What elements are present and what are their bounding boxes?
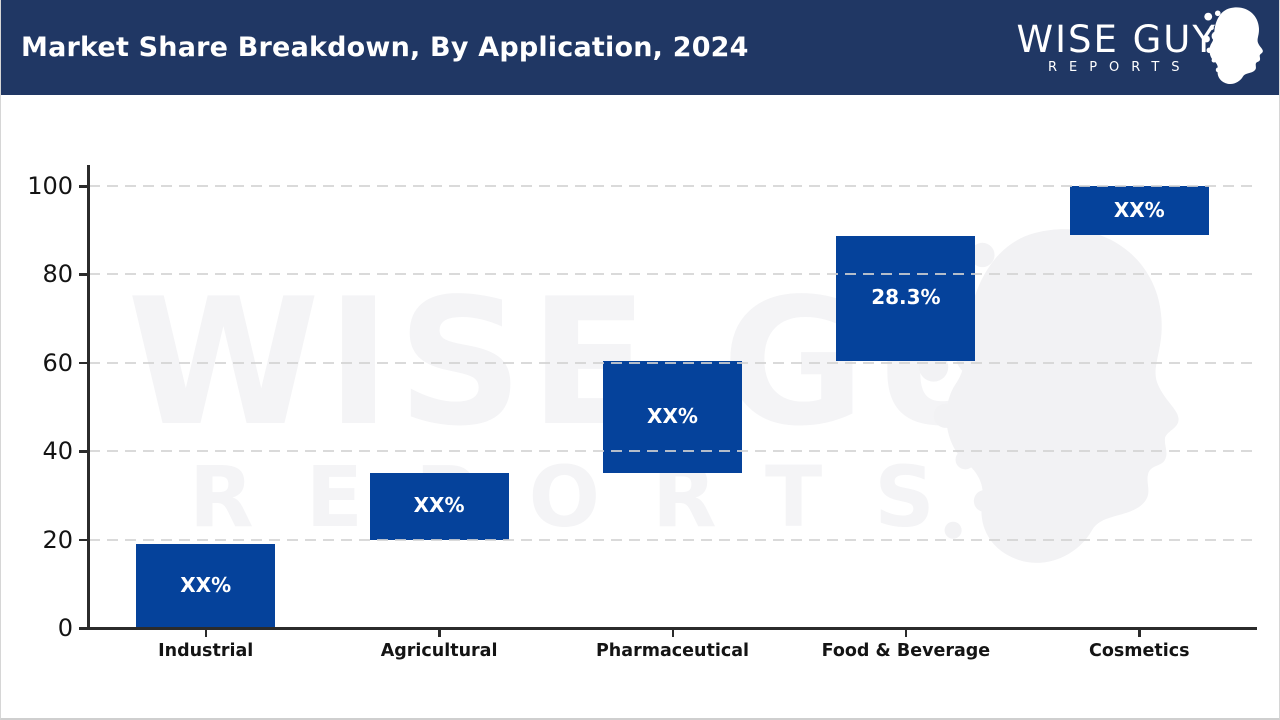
gridline bbox=[89, 273, 1256, 276]
bar bbox=[369, 473, 509, 540]
y-tick-label: 0 bbox=[57, 614, 73, 642]
bar-value-label: XX% bbox=[647, 403, 698, 428]
gridline bbox=[89, 185, 1256, 187]
y-tick bbox=[79, 185, 87, 188]
gridline bbox=[89, 538, 1256, 541]
logo-face-icon bbox=[1203, 6, 1265, 90]
y-tick bbox=[79, 273, 87, 276]
y-axis-line bbox=[87, 165, 90, 629]
bar bbox=[136, 544, 276, 628]
x-tick bbox=[671, 629, 674, 637]
y-tick bbox=[79, 538, 87, 542]
bar-value-label: XX% bbox=[180, 573, 232, 597]
x-tick bbox=[204, 629, 208, 637]
y-tick-label: 60 bbox=[42, 348, 73, 377]
y-tick bbox=[79, 627, 87, 630]
gridline bbox=[89, 361, 1256, 364]
bar-value-label: XX% bbox=[1113, 197, 1165, 222]
x-axis-line bbox=[87, 627, 1257, 630]
y-tick bbox=[79, 361, 87, 365]
bar-value-label: 28.3% bbox=[871, 285, 941, 310]
bar bbox=[836, 235, 976, 361]
x-tick-label: Food & Beverage bbox=[821, 641, 991, 661]
gridline bbox=[89, 450, 1256, 453]
y-tick-label: 20 bbox=[42, 525, 73, 554]
watermark-text-reports: REPORTS bbox=[189, 448, 987, 546]
x-tick-label: Cosmetics bbox=[1089, 641, 1190, 661]
y-tick-label: 80 bbox=[42, 260, 73, 289]
y-tick-label: 40 bbox=[42, 437, 73, 466]
x-tick-label: Industrial bbox=[158, 641, 254, 661]
x-tick-label: Agricultural bbox=[380, 641, 498, 661]
bar bbox=[603, 360, 742, 474]
header: Market Share Breakdown, By Application, … bbox=[1, 0, 1279, 95]
logo-wiseguy-text: WISE GUY bbox=[1016, 17, 1217, 61]
bar bbox=[1069, 186, 1209, 236]
x-tick-label: Pharmaceutical bbox=[595, 641, 749, 661]
y-tick-label: 100 bbox=[27, 172, 73, 200]
x-tick bbox=[1138, 629, 1141, 637]
x-tick bbox=[438, 629, 441, 637]
brand-logo: WISE GUY REPORTS bbox=[1017, 4, 1265, 92]
bar-value-label: XX% bbox=[413, 493, 465, 518]
logo-reports-text: REPORTS bbox=[1047, 60, 1192, 76]
y-tick bbox=[79, 450, 87, 453]
x-tick bbox=[904, 629, 908, 637]
page-title: Market Share Breakdown, By Application, … bbox=[21, 32, 749, 63]
